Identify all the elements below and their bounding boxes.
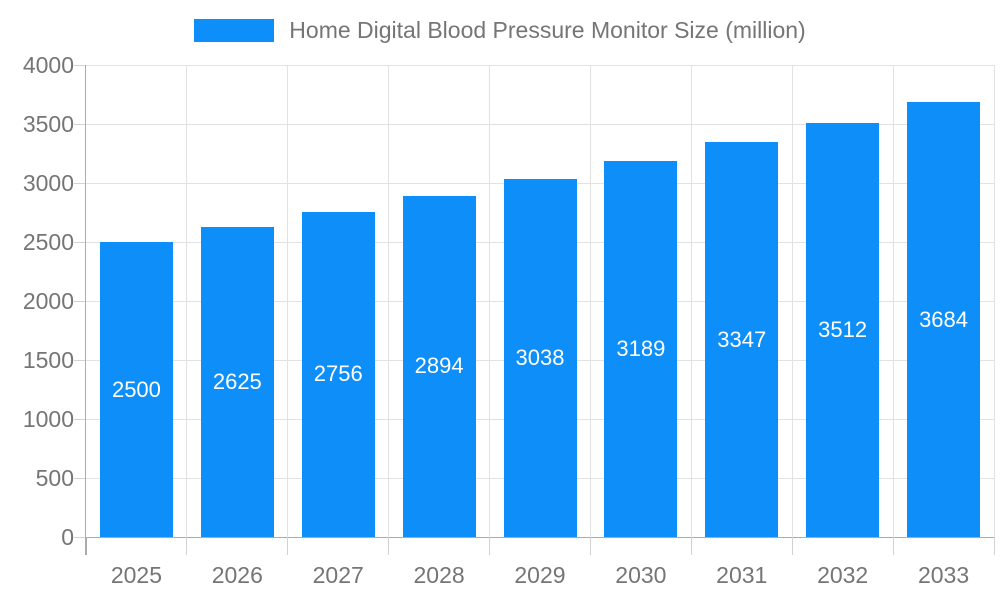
x-tick	[589, 537, 591, 555]
bar-value-label: 2625	[212, 369, 262, 395]
v-gridline	[186, 65, 188, 537]
x-tick	[791, 537, 793, 555]
x-axis-label: 2031	[716, 562, 768, 588]
y-tick	[74, 477, 85, 479]
v-gridline	[993, 65, 995, 537]
bar[interactable]: 3038	[503, 178, 577, 537]
x-tick	[287, 537, 289, 555]
legend-swatch	[194, 19, 275, 42]
bar[interactable]: 3684	[907, 102, 981, 537]
y-tick	[74, 418, 85, 420]
x-tick	[489, 537, 491, 555]
bar-value-label: 3512	[818, 316, 868, 342]
plot-area: 2500 2625 2756 2894 3038 3189 3347 3512 3684	[86, 64, 995, 537]
y-axis-label: 4000	[22, 52, 74, 78]
v-gridline	[791, 65, 793, 537]
x-tick	[388, 537, 390, 555]
y-tick	[74, 123, 85, 125]
x-axis-label: 2025	[110, 562, 163, 588]
bar[interactable]: 2756	[301, 211, 375, 537]
y-axis-label: 3500	[22, 111, 74, 137]
x-axis-line	[85, 537, 994, 538]
y-axis-label: 1500	[22, 347, 74, 373]
bar-value-label: 3684	[919, 306, 969, 332]
y-axis-label: 3000	[22, 170, 74, 196]
v-gridline	[892, 65, 894, 537]
y-tick	[74, 359, 85, 361]
bar[interactable]: 3512	[806, 122, 880, 537]
bar[interactable]: 2500	[99, 242, 173, 537]
y-tick	[74, 241, 85, 243]
y-tick	[74, 300, 85, 302]
h-gridline	[86, 64, 994, 66]
bar-value-label: 2894	[414, 353, 464, 379]
bar[interactable]: 2894	[402, 195, 476, 537]
y-tick	[74, 182, 85, 184]
x-axis-label: 2028	[413, 562, 465, 588]
legend-label: Home Digital Blood Pressure Monitor Size…	[289, 17, 806, 43]
x-tick	[85, 537, 87, 555]
x-axis-label: 2027	[312, 562, 364, 588]
bar[interactable]: 3347	[705, 142, 779, 537]
y-tick	[74, 536, 85, 538]
x-axis-label: 2030	[615, 562, 667, 588]
x-axis-label: 2026	[211, 562, 263, 588]
x-tick	[690, 537, 692, 555]
bar[interactable]: 3189	[604, 160, 678, 537]
y-axis-label: 2000	[22, 288, 74, 314]
bar-value-label: 3347	[717, 326, 767, 352]
x-axis-label: 2033	[917, 562, 970, 588]
y-axis-line	[85, 65, 86, 555]
bar[interactable]: 2625	[200, 227, 274, 537]
legend[interactable]: Home Digital Blood Pressure Monitor Size…	[0, 17, 1000, 44]
bar-value-label: 2500	[111, 376, 161, 402]
y-axis-label: 2500	[22, 229, 74, 255]
v-gridline	[489, 65, 491, 537]
h-gridline	[86, 123, 994, 125]
bar-value-label: 3189	[616, 335, 666, 361]
y-axis-label: 500	[35, 465, 74, 491]
v-gridline	[589, 65, 591, 537]
y-axis-label: 0	[61, 524, 74, 550]
v-gridline	[690, 65, 692, 537]
x-axis-label: 2032	[817, 562, 869, 588]
v-gridline	[287, 65, 289, 537]
x-tick	[892, 537, 894, 555]
x-axis-label: 2029	[514, 562, 566, 588]
bar-value-label: 3038	[515, 344, 565, 370]
v-gridline	[388, 65, 390, 537]
bar-value-label: 2756	[313, 361, 363, 387]
y-axis-label: 1000	[22, 406, 74, 432]
y-tick	[74, 64, 85, 66]
x-tick	[993, 537, 995, 555]
x-tick	[186, 537, 188, 555]
